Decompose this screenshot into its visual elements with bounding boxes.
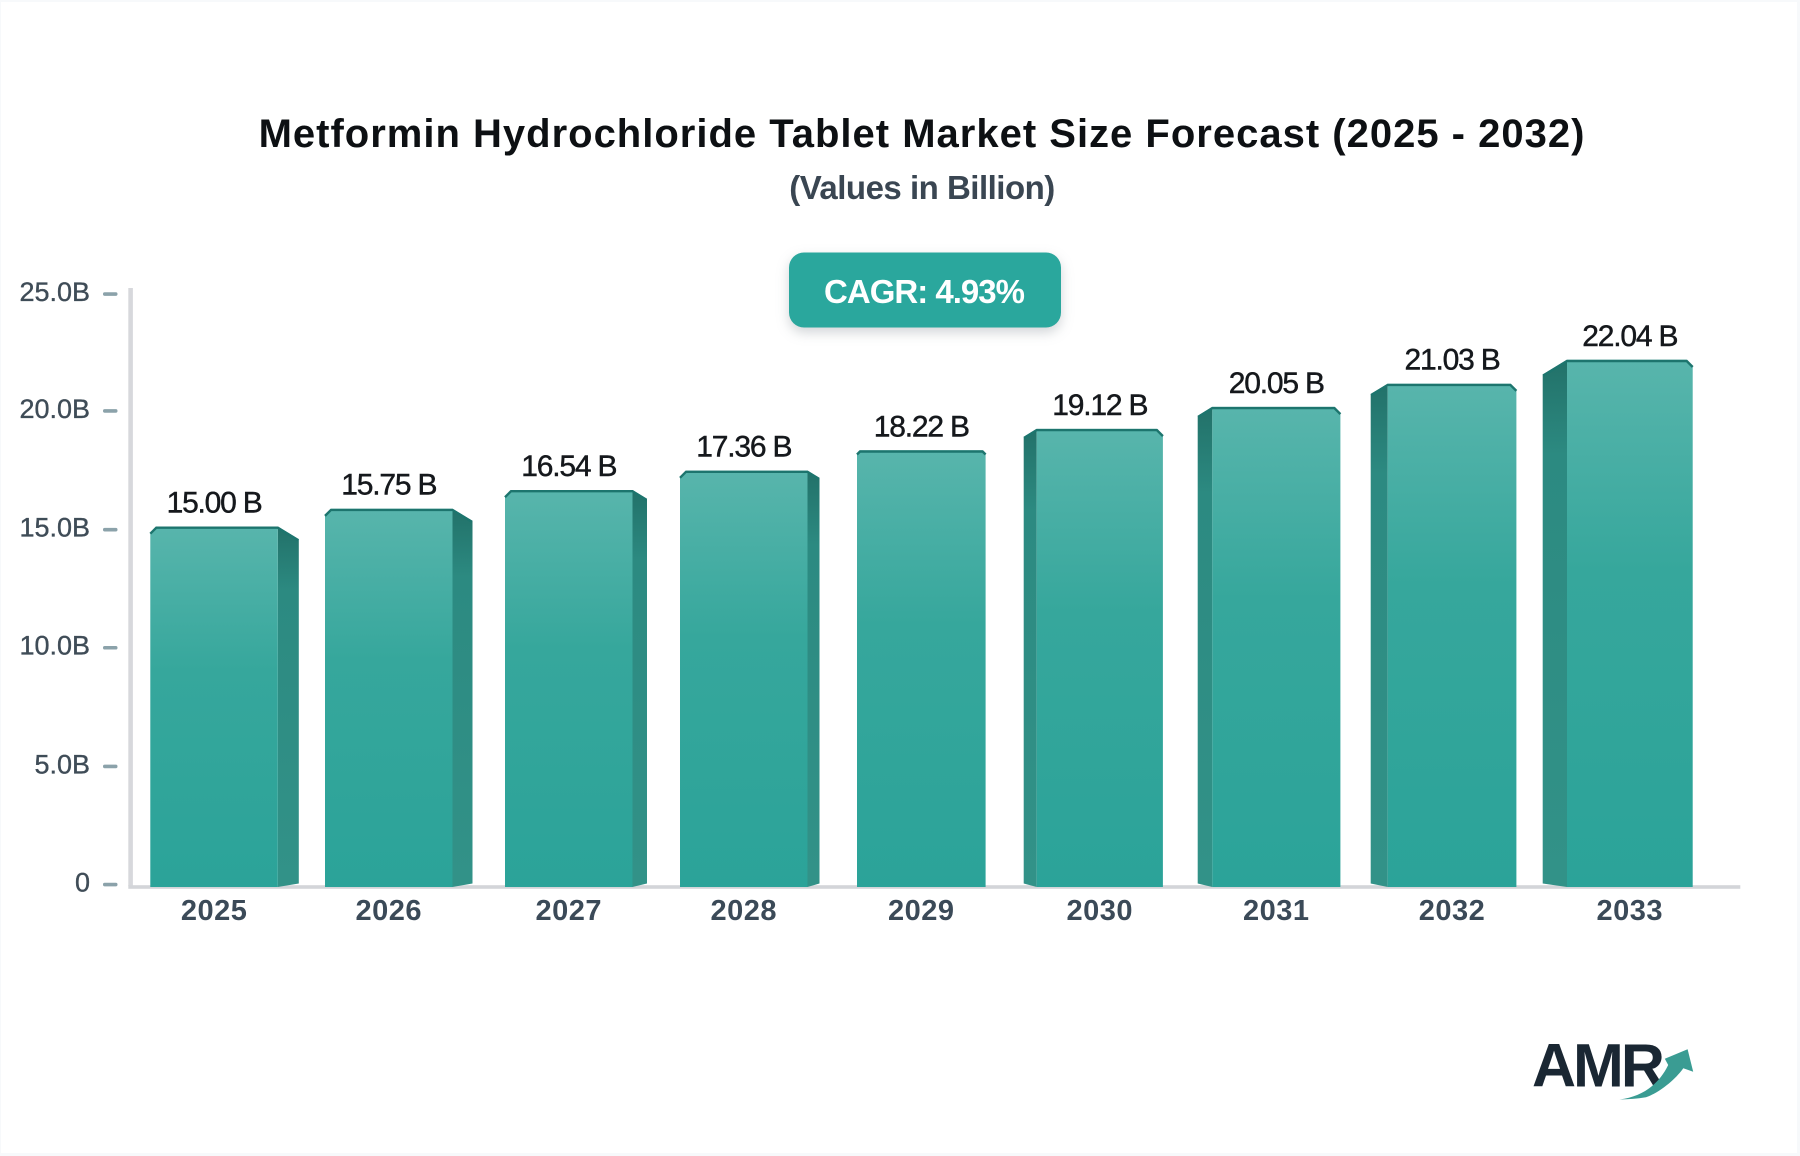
svg-text:Metformin Hydrochloride Tablet: Metformin Hydrochloride Tablet Market Si… bbox=[259, 112, 1586, 156]
svg-text:2031: 2031 bbox=[1243, 895, 1310, 927]
svg-text:2033: 2033 bbox=[1597, 895, 1664, 927]
svg-text:2030: 2030 bbox=[1067, 895, 1134, 927]
svg-text:AMR: AMR bbox=[1532, 1032, 1664, 1100]
svg-text:2026: 2026 bbox=[356, 895, 423, 927]
svg-text:20.05 B: 20.05 B bbox=[1229, 367, 1324, 400]
svg-text:0: 0 bbox=[75, 868, 90, 898]
svg-text:17.36 B: 17.36 B bbox=[696, 431, 791, 464]
svg-text:22.04 B: 22.04 B bbox=[1582, 320, 1677, 353]
svg-text:25.0B: 25.0B bbox=[19, 277, 90, 307]
svg-text:20.0B: 20.0B bbox=[19, 394, 90, 424]
svg-text:19.12 B: 19.12 B bbox=[1052, 389, 1147, 422]
svg-text:18.22 B: 18.22 B bbox=[874, 410, 969, 443]
svg-text:2032: 2032 bbox=[1419, 895, 1486, 927]
svg-text:16.54 B: 16.54 B bbox=[521, 450, 616, 483]
svg-text:2025: 2025 bbox=[181, 895, 248, 927]
svg-text:5.0B: 5.0B bbox=[34, 749, 90, 779]
svg-text:21.03 B: 21.03 B bbox=[1404, 344, 1499, 377]
svg-text:10.0B: 10.0B bbox=[19, 631, 90, 661]
svg-text:15.00 B: 15.00 B bbox=[167, 487, 262, 520]
svg-text:CAGR: 4.93%: CAGR: 4.93% bbox=[824, 273, 1025, 310]
svg-text:15.0B: 15.0B bbox=[19, 513, 90, 543]
svg-text:(Values in Billion): (Values in Billion) bbox=[789, 169, 1055, 206]
svg-text:2029: 2029 bbox=[888, 895, 955, 927]
svg-text:2028: 2028 bbox=[711, 895, 778, 927]
svg-text:15.75 B: 15.75 B bbox=[341, 469, 436, 502]
svg-text:2027: 2027 bbox=[536, 895, 603, 927]
